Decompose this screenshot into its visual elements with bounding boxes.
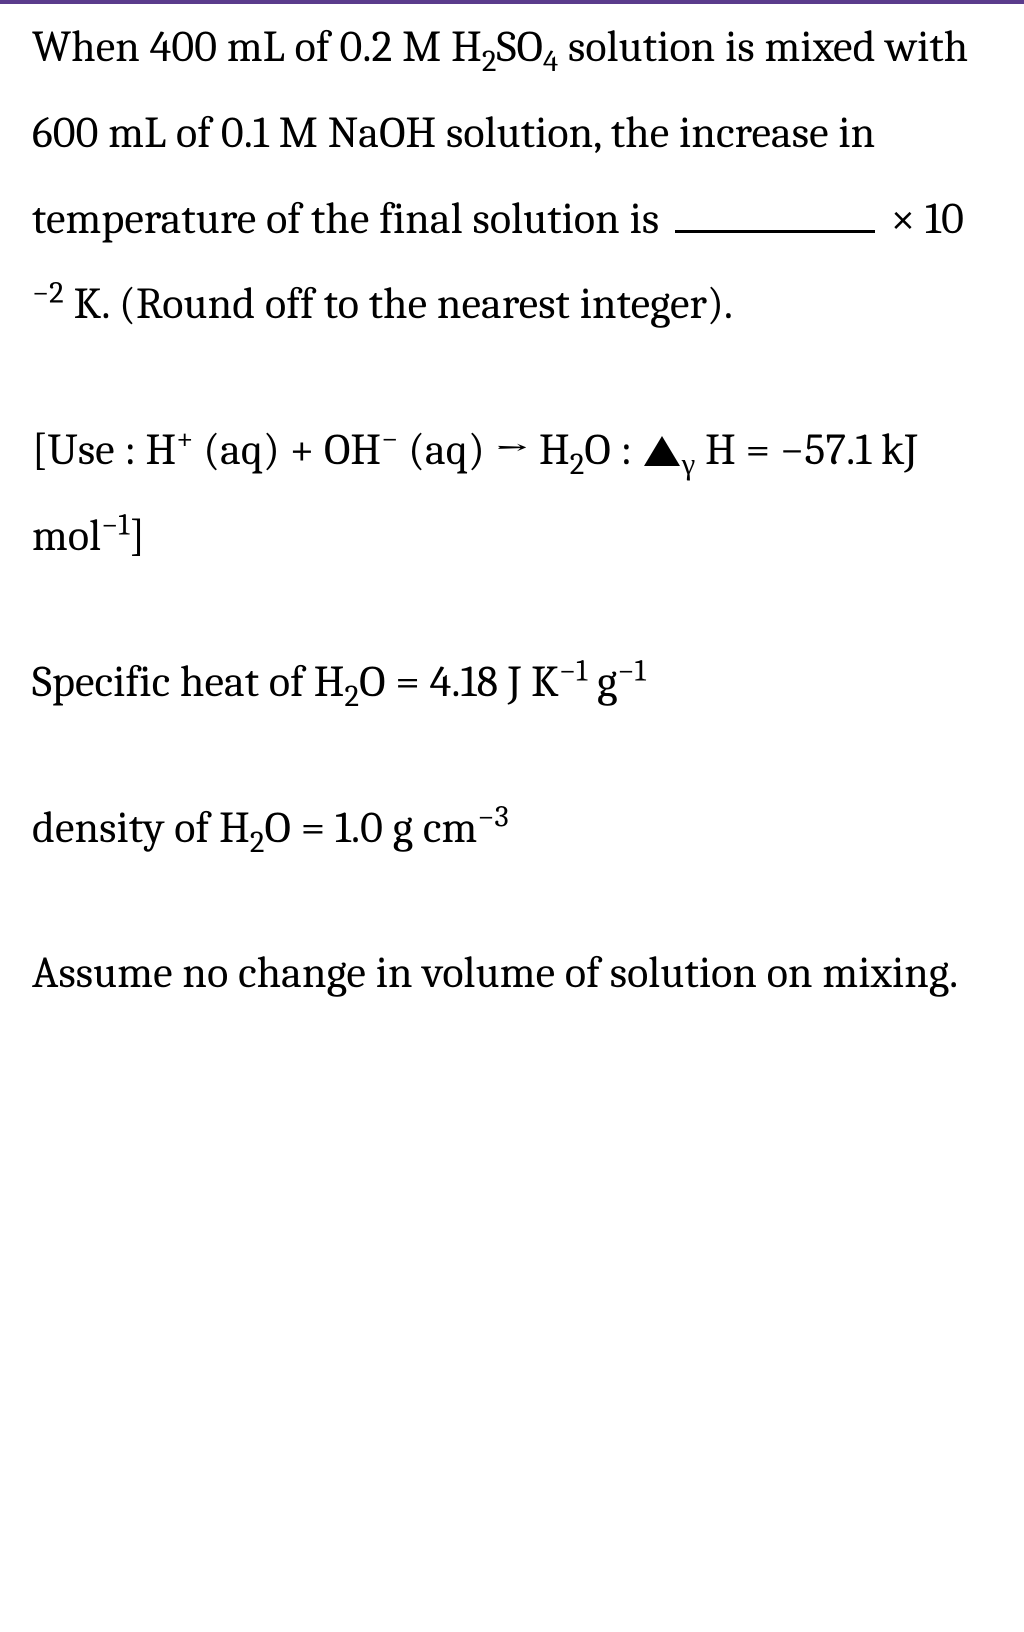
dens-a: density of H — [32, 802, 250, 853]
sh-c: g — [587, 656, 617, 707]
mol-exp: −1 — [101, 506, 129, 542]
q-text-so: SO — [497, 21, 544, 72]
spacer-4 — [32, 870, 992, 930]
density-paragraph: density of H2O = 1.0 g cm−3 — [32, 785, 992, 871]
use-d: O : — [584, 424, 641, 475]
dens-sub2: 2 — [250, 823, 265, 859]
q-sub-4: 4 — [543, 43, 558, 79]
sh-sub2: 2 — [345, 678, 360, 714]
h2o-sub: 2 — [570, 446, 585, 482]
specific-heat-paragraph: Specific heat of H2O = 4.18 J K−1 g−1 — [32, 639, 992, 725]
q-text-4: K. (Round off to the nearest integer). — [64, 278, 733, 329]
assume-paragraph: Assume no change in volume of solution o… — [32, 930, 992, 1016]
q-exp-neg2: −2 — [32, 275, 64, 311]
hplus-sup: + — [176, 421, 193, 457]
page: When 400 mL of 0.2 M H2SO4 solution is m… — [0, 0, 1024, 1632]
use-a: [Use : H — [32, 424, 176, 475]
delta-icon — [644, 436, 680, 466]
spacer-3 — [32, 725, 992, 785]
q-sub-2a: 2 — [482, 43, 497, 79]
sh-a: Specific heat of H — [32, 656, 345, 707]
use-c: (aq) → H — [398, 424, 569, 475]
sh-exp1: −1 — [559, 652, 587, 688]
question-paragraph: When 400 mL of 0.2 M H2SO4 solution is m… — [32, 4, 992, 347]
use-b: (aq) + OH — [193, 424, 381, 475]
q-text-3: × 10 — [881, 193, 964, 244]
dens-exp: −3 — [477, 798, 508, 834]
use-paragraph: [Use : H+ (aq) + OH− (aq) → H2O : γ H = … — [32, 407, 992, 579]
gamma-sub: γ — [682, 446, 696, 482]
dens-b: O = 1.0 g cm — [265, 802, 478, 853]
q-text-1: When 400 mL of 0.2 M H — [32, 21, 482, 72]
assume-text: Assume no change in volume of solution o… — [32, 947, 958, 998]
sh-exp2: −1 — [617, 652, 645, 688]
sh-b: O = 4.18 J K — [359, 656, 559, 707]
answer-blank — [675, 227, 875, 232]
spacer-1 — [32, 347, 992, 407]
ohminus-sup: − — [381, 421, 398, 457]
spacer-2 — [32, 579, 992, 639]
use-f: ] — [130, 510, 146, 561]
